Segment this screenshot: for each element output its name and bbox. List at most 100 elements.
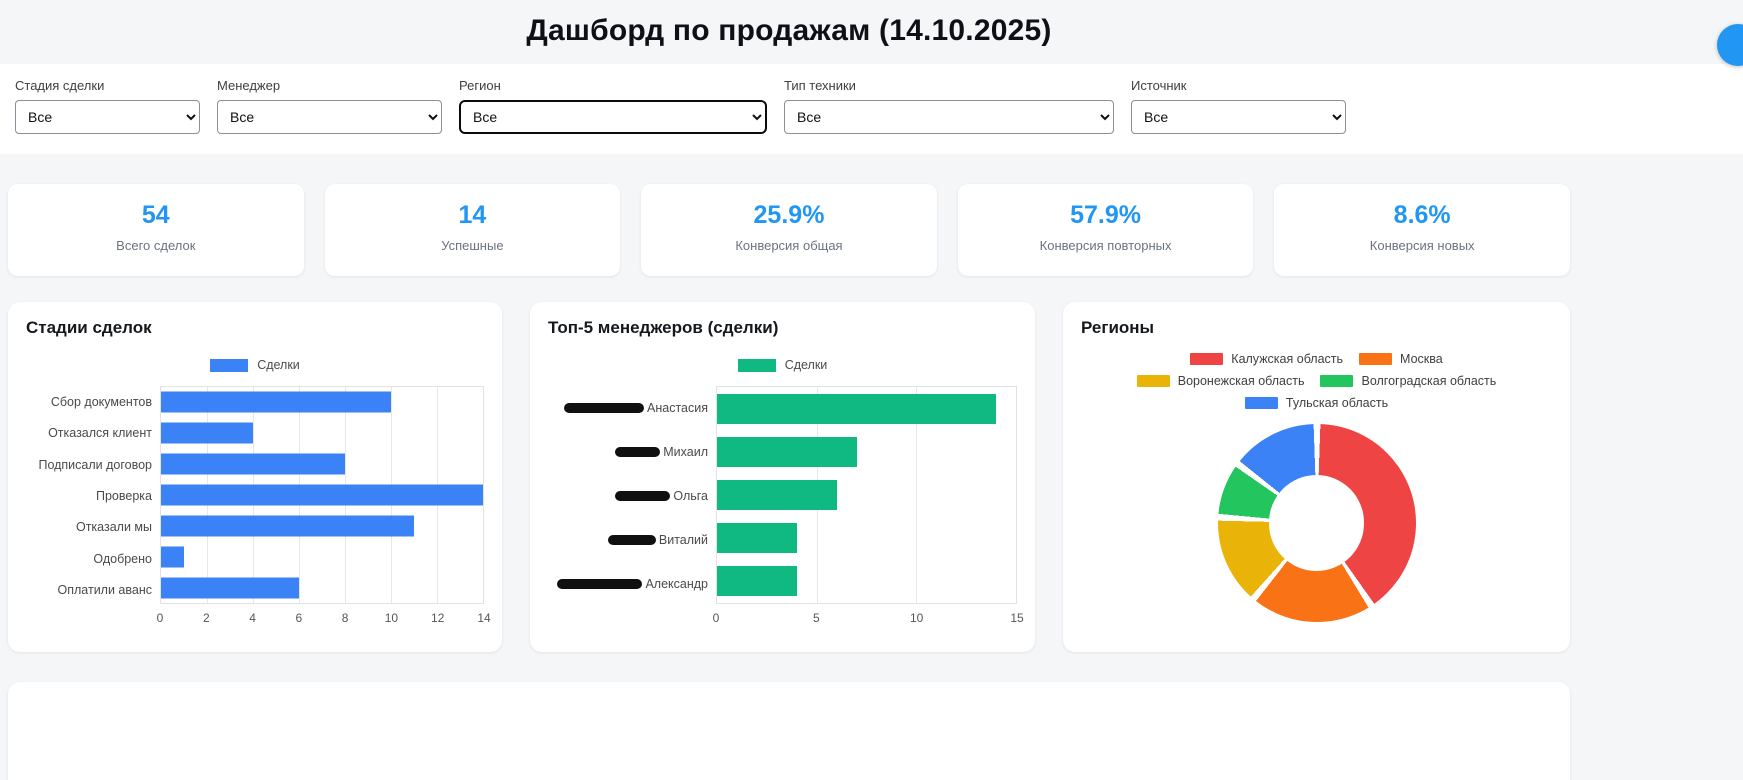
legend-label: Сделки: [257, 358, 300, 372]
bottom-panel: [8, 682, 1570, 780]
pie-legend-item[interactable]: Москва: [1359, 352, 1443, 366]
redaction-bar: [615, 491, 671, 501]
chart-card-regions: Регионы Калужская область Москва Воронежск…: [1063, 302, 1570, 652]
redaction-bar: [557, 579, 643, 589]
regions-doughnut-chart[interactable]: [1217, 424, 1416, 622]
chart-card-deal-stages: Стадии сделок Сделки Сбор документов Отка…: [8, 302, 502, 652]
pie-legend-item[interactable]: Воронежская область: [1136, 374, 1304, 388]
filter-label: Источник: [1131, 78, 1187, 93]
kpi-card: 57.9% Конверсия повторных: [957, 184, 1254, 276]
kpi-label: Конверсия общая: [735, 238, 843, 253]
kpi-card: 8.6% Конверсия новых: [1274, 184, 1570, 276]
x-tick-label: 10: [909, 611, 924, 625]
bar-row: [717, 517, 1016, 560]
filter-label: Стадия сделки: [15, 78, 105, 93]
bar-row: [161, 387, 483, 418]
category-label-text: Михаил: [663, 445, 708, 459]
bar-row: [161, 418, 483, 449]
legend-swatch: [1320, 375, 1354, 387]
category-label: Михаил: [548, 430, 716, 474]
legend-label: Калужская область: [1231, 352, 1344, 366]
plot-wrap: 0 5 10 15: [712, 386, 1024, 626]
chart-body: Анастасия Михаил Ольга Виталий Александр 0 5 10…: [548, 386, 1024, 626]
chart-title: Регионы: [1081, 318, 1155, 337]
bar-rows: [717, 387, 1016, 603]
bar[interactable]: [717, 393, 997, 424]
category-label: Сбор документов: [26, 386, 160, 417]
x-tick-label: 12: [431, 611, 445, 625]
plot-wrap: 0 2 4 6 8 10 12 14: [157, 386, 491, 626]
kpi-value: 14: [458, 201, 487, 229]
x-tick-label: 5: [812, 611, 820, 625]
top-managers-bar-chart: Анастасия Михаил Ольга Виталий Александр 0 5 10…: [548, 386, 1024, 626]
kpi-label: Всего сделок: [116, 238, 196, 253]
filter-label: Регион: [459, 78, 501, 93]
bar[interactable]: [161, 422, 253, 444]
deal-stage-filter[interactable]: Все: [15, 100, 200, 134]
chart-legend[interactable]: Сделки: [26, 358, 484, 372]
redaction-bar: [607, 535, 656, 545]
kpi-card: 14 Успешные: [324, 184, 621, 276]
bar-row: [161, 572, 483, 603]
category-label: Оплатили аванс: [26, 575, 160, 606]
legend-swatch[interactable]: [210, 358, 249, 372]
bar[interactable]: [161, 546, 184, 568]
plot-area: [160, 386, 484, 604]
bar[interactable]: [161, 391, 391, 413]
bar-row: [161, 480, 483, 511]
category-labels: Сбор документов Отказался клиент Подписали…: [26, 386, 160, 606]
pie-legend-item[interactable]: Волгоградская область: [1320, 374, 1496, 388]
equipment-type-filter[interactable]: Все: [784, 100, 1114, 134]
kpi-value: 57.9%: [1070, 201, 1142, 229]
region-filter[interactable]: Все: [459, 100, 767, 134]
bar[interactable]: [717, 523, 797, 554]
kpi-value: 25.9%: [753, 201, 825, 229]
chart-legend[interactable]: Сделки: [548, 358, 1017, 372]
bar-row: [161, 510, 483, 541]
category-label-text: Отказался клиент: [48, 426, 152, 441]
category-labels: Анастасия Михаил Ольга Виталий Александр: [548, 386, 716, 606]
source-filter[interactable]: Все: [1131, 100, 1346, 134]
bar[interactable]: [161, 577, 299, 599]
category-label-text: Александр: [645, 577, 708, 591]
x-tick-label: 0: [712, 611, 720, 625]
filter-group: Тип техники Все: [784, 78, 1114, 134]
legend-label: Волгоградская область: [1361, 374, 1497, 388]
doughnut-wrap: [1081, 424, 1552, 622]
bar[interactable]: [717, 566, 797, 597]
legend-swatch[interactable]: [737, 358, 776, 372]
bar[interactable]: [161, 515, 414, 537]
bar[interactable]: [161, 484, 483, 506]
kpi-label: Конверсия повторных: [1039, 238, 1172, 253]
pie-legend-item[interactable]: Тульская область: [1244, 396, 1388, 410]
page-header: Дашборд по продажам (14.10.2025): [0, 0, 1743, 66]
kpi-label: Конверсия новых: [1369, 238, 1475, 253]
bar[interactable]: [717, 436, 857, 467]
chart-body: Сбор документов Отказался клиент Подписали…: [26, 386, 491, 626]
category-label: Анастасия: [548, 386, 716, 430]
bar[interactable]: [161, 453, 345, 475]
redaction-bar: [615, 447, 661, 457]
bar-row: [717, 387, 1016, 430]
redaction-bar: [564, 403, 645, 413]
filter-label: Менеджер: [217, 78, 281, 93]
legend-label: Сделки: [784, 358, 828, 372]
legend-swatch: [1359, 353, 1393, 365]
category-label-text: Отказали мы: [75, 520, 152, 535]
filter-group: Регион Все: [459, 78, 767, 134]
bar-row: [161, 541, 483, 572]
kpi-value: 54: [141, 201, 170, 229]
category-label: Подписали договор: [26, 449, 160, 480]
filter-label: Тип техники: [784, 78, 856, 93]
x-tick-label: 6: [295, 611, 303, 625]
manager-filter[interactable]: Все: [217, 100, 442, 134]
pie-legend-item[interactable]: Калужская область: [1190, 352, 1343, 366]
kpi-row: 54 Всего сделок 14 Успешные 25.9% Конверсия о…: [8, 184, 1570, 276]
bar[interactable]: [717, 480, 837, 510]
pie-legend: Калужская область Москва Воронежская облас…: [1112, 352, 1522, 410]
x-tick-label: 15: [1010, 611, 1024, 625]
legend-swatch: [1136, 375, 1170, 387]
category-label: Ольга: [548, 474, 716, 518]
floating-button[interactable]: [1717, 24, 1743, 66]
category-label: Александр: [548, 562, 716, 606]
